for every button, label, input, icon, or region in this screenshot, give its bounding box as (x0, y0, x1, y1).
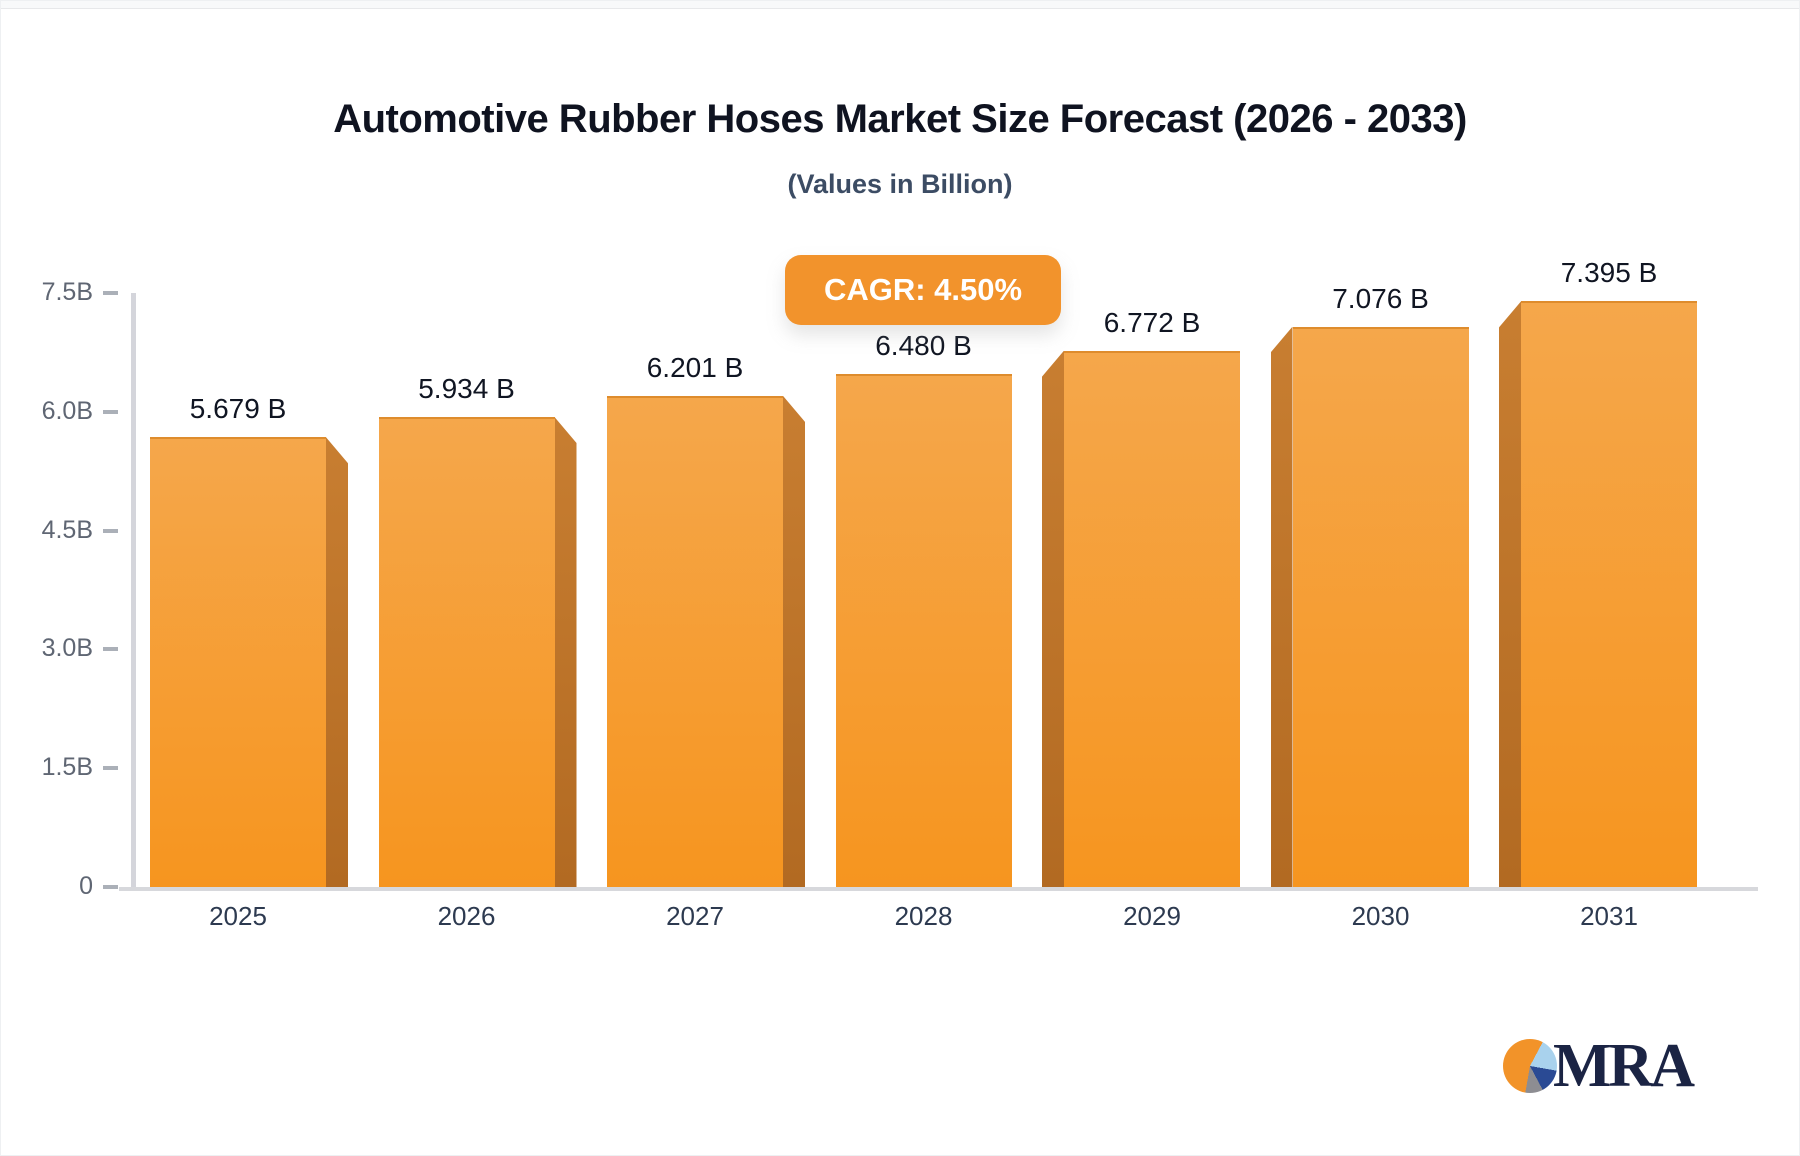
y-tick-mark (103, 885, 118, 889)
bar-value-label-2026: 5.934 B (418, 373, 515, 405)
bar-value-label-2027: 6.201 B (646, 351, 744, 383)
bar-side-2030 (1270, 326, 1293, 887)
bar-2031 (1521, 301, 1697, 887)
bar-2026 (378, 417, 555, 887)
bar-value-label-2030: 7.076 B (1332, 282, 1429, 314)
chart-subtitle: (Values in Billion) (787, 169, 1013, 199)
x-tick-label-2031: 2031 (1580, 901, 1638, 931)
y-tick-label: 1.5B (41, 753, 93, 782)
x-tick-label-2029: 2029 (1123, 901, 1181, 931)
mra-logo: MRA (1503, 1032, 1695, 1100)
bar-value-label-2028: 6.480 B (875, 329, 972, 361)
x-tick-label-2025: 2025 (209, 901, 267, 931)
bar-side-2031 (1499, 301, 1521, 887)
bar-side-2027 (783, 395, 805, 887)
x-tick-label-2027: 2027 (666, 901, 724, 931)
bar-2025 (150, 437, 326, 887)
y-tick-mark (103, 291, 118, 295)
bar-value-label-2029: 6.772 B (1103, 306, 1201, 338)
x-tick-label-2028: 2028 (894, 901, 953, 931)
top-border-strip (1, 1, 1799, 9)
bar-value-label-2025: 5.679 B (189, 393, 287, 425)
bar-2029 (1064, 350, 1240, 887)
logo-text: MRA (1553, 1032, 1695, 1100)
cagr-badge-label: CAGR: 4.50% (823, 272, 1023, 307)
y-tick-mark (103, 409, 118, 414)
bar-side-2025 (326, 437, 348, 887)
y-tick-label: 4.5B (41, 515, 93, 544)
x-axis-baseline (119, 887, 1758, 891)
pie-chart-logo-icon (1503, 1039, 1557, 1093)
bar-2027 (607, 395, 783, 887)
bar-value-label-2031: 7.395 B (1560, 257, 1658, 289)
x-tick-label-2030: 2030 (1351, 901, 1410, 931)
bar-2030 (1292, 326, 1469, 887)
cagr-badge: CAGR: 4.50% (785, 255, 1061, 325)
bar-side-2026 (554, 417, 577, 887)
y-tick-label: 3.0B (41, 634, 93, 663)
bar-2028 (835, 373, 1012, 887)
y-tick-label: 0 (79, 872, 93, 900)
chart-title: Automotive Rubber Hoses Market Size Fore… (333, 97, 1467, 141)
y-tick-label: 6.0B (41, 396, 93, 425)
y-tick-label: 7.5B (41, 278, 93, 306)
y-tick-mark (103, 528, 118, 533)
y-axis-line (131, 293, 136, 887)
y-tick-mark (103, 766, 118, 771)
bar-side-2029 (1042, 350, 1064, 887)
y-tick-mark (103, 647, 118, 652)
x-tick-label-2026: 2026 (437, 901, 496, 931)
